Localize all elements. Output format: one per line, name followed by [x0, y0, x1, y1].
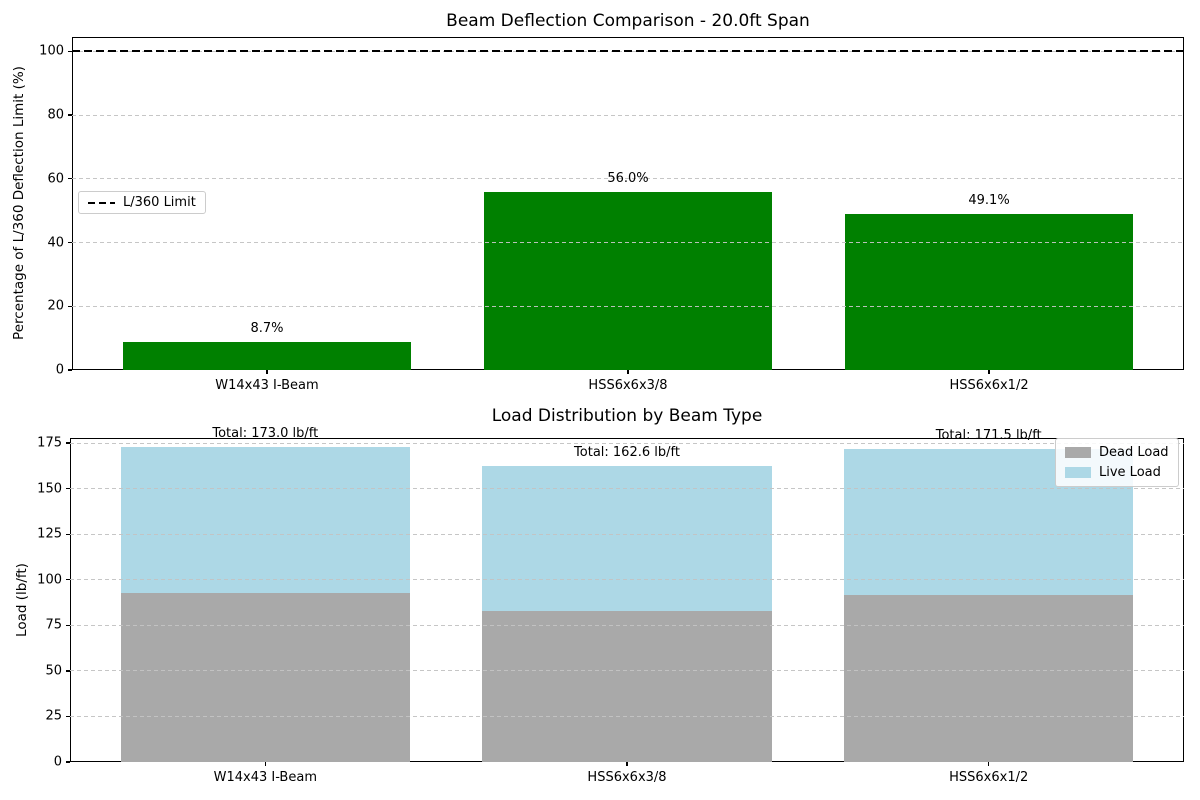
x-tick-label: HSS6x6x1/2 [949, 378, 1029, 393]
y-tick-label: 100 [37, 572, 62, 588]
x-tick-mark [627, 370, 629, 374]
y-tick-mark [68, 305, 72, 307]
x-tick-mark [266, 370, 268, 374]
y-tick-label: 60 [47, 171, 64, 187]
y-tick-mark [66, 533, 70, 535]
y-tick-mark [66, 670, 70, 672]
y-tick-mark [66, 487, 70, 490]
load-chart-title: Load Distribution by Beam Type [491, 406, 763, 426]
y-tick-label: 0 [53, 754, 62, 770]
bar-value-label: 49.1% [968, 192, 1010, 208]
y-tick-label: 80 [47, 107, 64, 123]
legend-row: L/360 Limit [88, 195, 196, 210]
y-tick-label: 50 [45, 663, 62, 679]
y-tick-mark [68, 114, 72, 116]
bar-value-label: 56.0% [607, 170, 649, 186]
y-tick-label: 100 [39, 43, 64, 59]
y-tick-mark [68, 178, 72, 180]
x-tick-label: HSS6x6x3/8 [588, 378, 668, 393]
live-load-bar [120, 446, 410, 593]
y-tick-label: 25 [45, 708, 62, 724]
y-tick-label: 0 [55, 362, 64, 378]
bar-value-label: 8.7% [250, 321, 284, 337]
y-tick-mark [66, 442, 70, 444]
y-tick-label: 150 [37, 481, 62, 497]
deflection-bar [483, 191, 773, 370]
y-tick-mark [66, 579, 70, 581]
x-tick-label: W14x43 I-Beam [213, 770, 317, 785]
limit-line [72, 50, 1184, 53]
gridline [70, 533, 1184, 535]
gridline [70, 624, 1184, 626]
legend-label: Live Load [1099, 465, 1161, 480]
x-tick-label: HSS6x6x3/8 [587, 770, 667, 785]
gridline [72, 305, 1184, 307]
dead-load-bar [482, 611, 772, 762]
gridline [70, 442, 1184, 444]
gridline [72, 178, 1184, 180]
x-tick-label: HSS6x6x1/2 [949, 770, 1029, 785]
legend-row-dead-load: Dead Load [1065, 445, 1169, 460]
y-tick-label: 20 [47, 298, 64, 314]
dead-load-bar [844, 595, 1134, 762]
load-legend: Dead Load Live Load [1055, 438, 1179, 487]
y-tick-label: 175 [37, 435, 62, 451]
y-tick-mark [68, 241, 72, 244]
deflection-legend: L/360 Limit [78, 191, 206, 214]
x-tick-mark [264, 762, 266, 766]
gridline [70, 488, 1184, 490]
bar-total-label: Total: 162.6 lb/ft [574, 444, 680, 460]
deflection-y-axis-label: Percentage of L/360 Deflection Limit (%) [11, 66, 27, 340]
legend-label: Dead Load [1099, 445, 1169, 460]
gridline [72, 242, 1184, 244]
y-tick-label: 40 [47, 235, 64, 251]
live-load-swatch-icon [1065, 467, 1091, 478]
deflection-bar [844, 213, 1134, 370]
y-tick-mark [68, 50, 72, 53]
y-tick-mark [66, 761, 70, 763]
gridline [70, 715, 1184, 717]
dead-load-swatch-icon [1065, 447, 1091, 458]
x-tick-mark [626, 762, 628, 766]
x-tick-mark [988, 370, 990, 374]
gridline [70, 579, 1184, 581]
dashed-line-icon [88, 201, 115, 204]
dead-load-bar [120, 592, 410, 762]
x-tick-mark [987, 762, 990, 766]
gridline [70, 670, 1184, 672]
y-tick-mark [66, 624, 70, 627]
bar-total-label: Total: 173.0 lb/ft [212, 425, 319, 441]
deflection-chart-title: Beam Deflection Comparison - 20.0ft Span [446, 11, 810, 31]
y-tick-mark [66, 715, 70, 718]
load-y-axis-label: Load (lb/ft) [14, 563, 30, 637]
gridline [72, 114, 1184, 116]
live-load-bar [482, 465, 772, 612]
legend-row-live-load: Live Load [1065, 465, 1169, 480]
legend-label: L/360 Limit [123, 195, 196, 210]
bar-total-label: Total: 171.5 lb/ft [935, 428, 1042, 444]
y-tick-label: 125 [37, 526, 62, 542]
y-tick-mark [68, 369, 72, 371]
deflection-bar [122, 342, 412, 370]
y-tick-label: 75 [45, 617, 62, 633]
x-tick-label: W14x43 I-Beam [215, 378, 319, 393]
